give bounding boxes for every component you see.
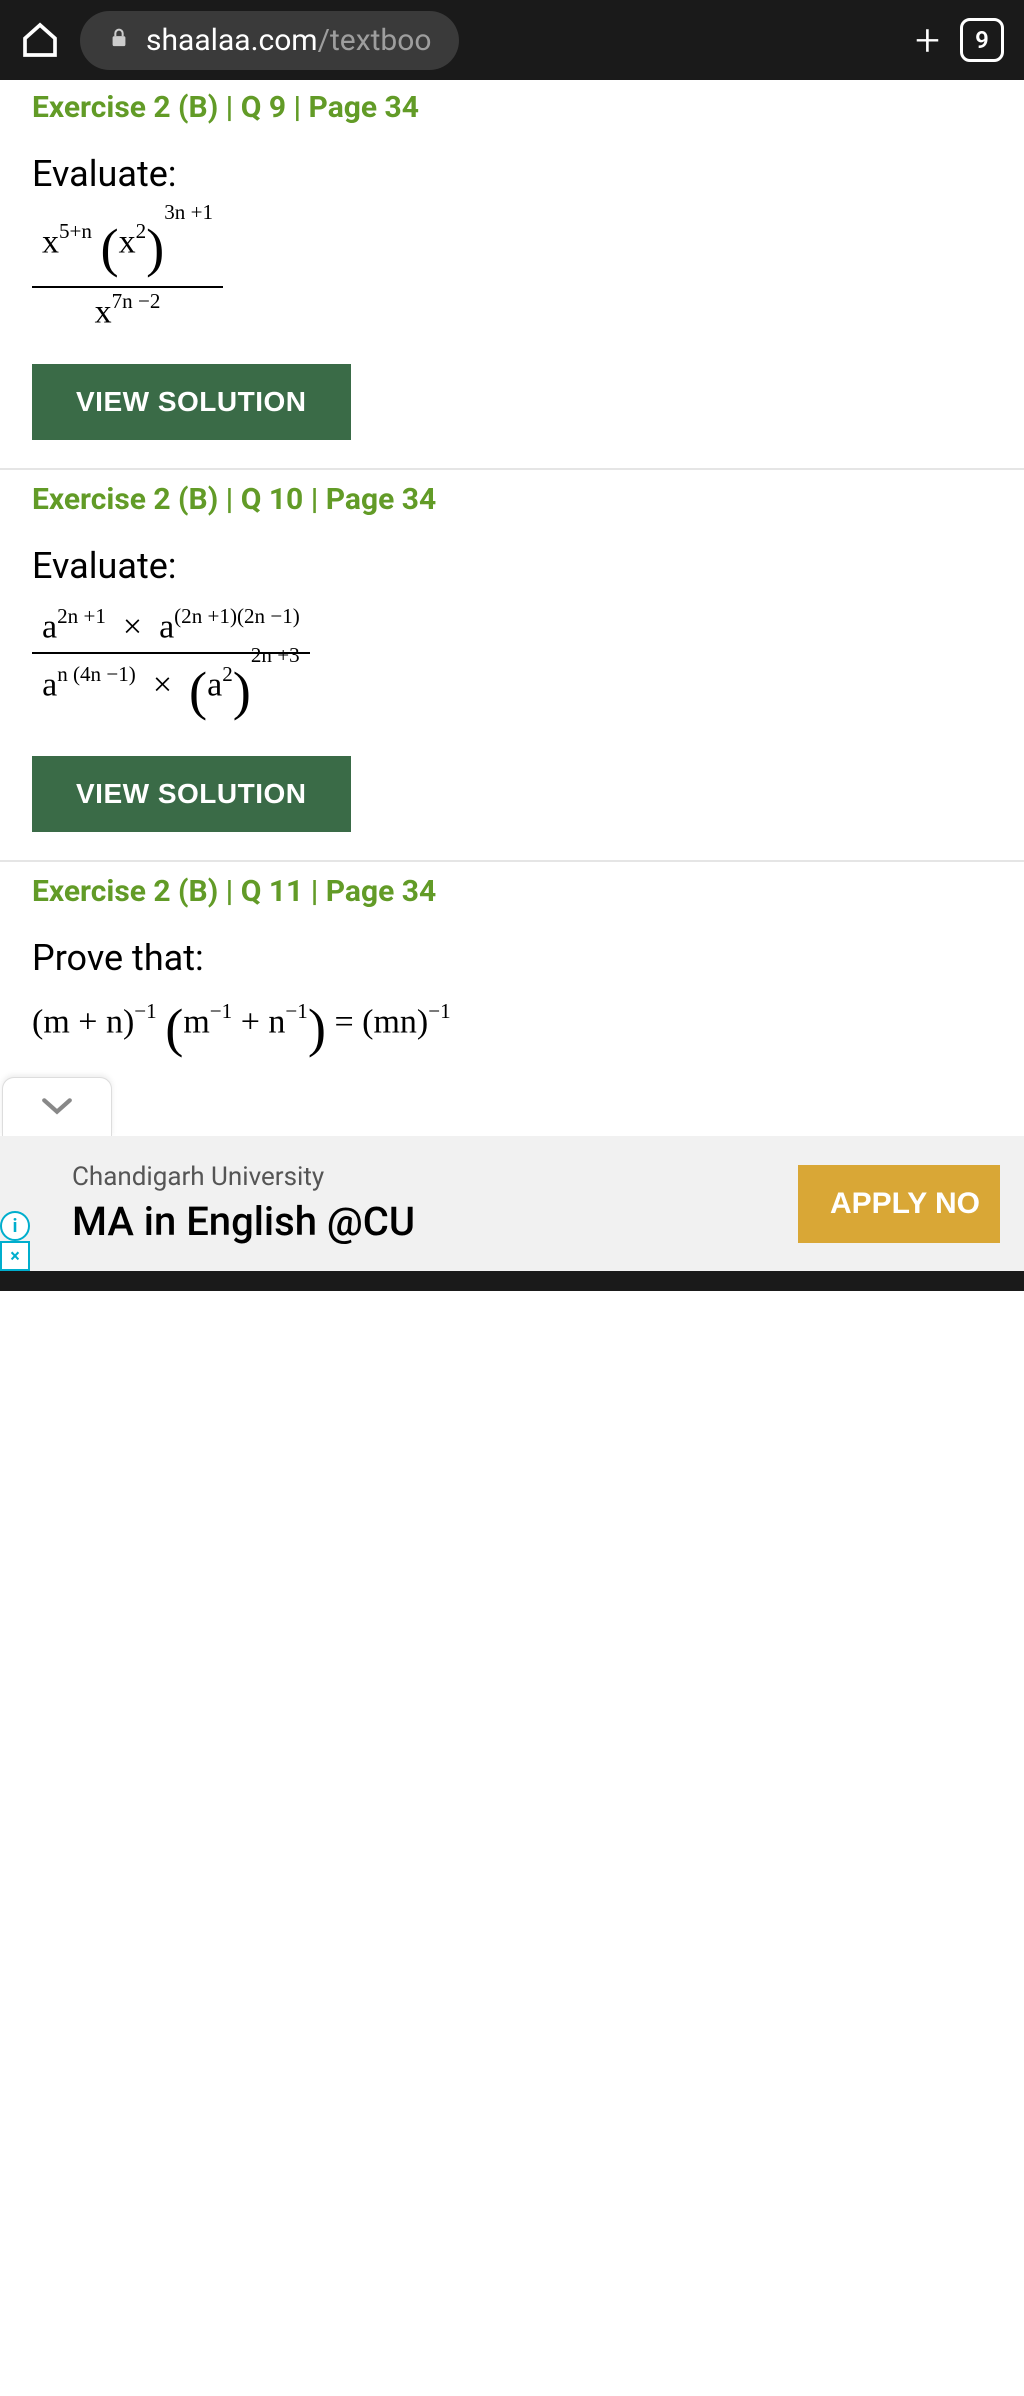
view-solution-button[interactable]: VIEW SOLUTION — [32, 756, 351, 832]
ad-banner[interactable]: i × Chandigarh University MA in English … — [0, 1136, 1024, 1271]
new-tab-icon[interactable]: + — [915, 14, 940, 66]
question-title: Evaluate: — [32, 153, 992, 195]
question-block-10: Exercise 2 (B) | Q 10 | Page 34 Evaluate… — [0, 470, 1024, 862]
question-header: Exercise 2 (B) | Q 11 | Page 34 — [32, 874, 992, 909]
math-expression: x5+n (x2)3n +1 x7n −2 — [32, 213, 992, 334]
page-content: Exercise 2 (B) | Q 9 | Page 34 Evaluate:… — [0, 80, 1024, 1291]
browser-toolbar: shaalaa.com/textboo + 9 — [0, 0, 1024, 80]
math-expression: (m + n)−1 (m−1 + n−1) = (mn)−1 — [32, 997, 992, 1059]
question-block-9: Exercise 2 (B) | Q 9 | Page 34 Evaluate:… — [0, 80, 1024, 470]
tab-count-button[interactable]: 9 — [960, 18, 1004, 62]
lock-icon — [108, 24, 130, 56]
question-header: Exercise 2 (B) | Q 9 | Page 34 — [32, 90, 992, 125]
question-title: Evaluate: — [32, 545, 992, 587]
view-solution-button[interactable]: VIEW SOLUTION — [32, 364, 351, 440]
ad-subtitle: Chandigarh University — [72, 1162, 798, 1192]
chevron-down-icon — [40, 1091, 74, 1124]
url-text: shaalaa.com/textboo — [146, 23, 431, 58]
home-icon[interactable] — [20, 20, 60, 60]
ad-info-icon[interactable]: i — [0, 1211, 30, 1241]
ad-title: MA in English @CU — [72, 1198, 798, 1245]
question-title: Prove that: — [32, 937, 992, 979]
question-header: Exercise 2 (B) | Q 10 | Page 34 — [32, 482, 992, 517]
footer-strip — [0, 1271, 1024, 1291]
url-bar[interactable]: shaalaa.com/textboo — [80, 11, 459, 70]
math-expression: a2n +1 × a(2n +1)(2n −1) an (4n −1) × (a… — [32, 605, 992, 726]
ad-close-icon[interactable]: × — [0, 1241, 30, 1271]
ad-badges: i × — [0, 1211, 30, 1271]
apply-now-button[interactable]: APPLY NO — [798, 1165, 1000, 1243]
expand-tab[interactable] — [2, 1077, 112, 1137]
question-block-11: Exercise 2 (B) | Q 11 | Page 34 Prove th… — [0, 862, 1024, 1107]
